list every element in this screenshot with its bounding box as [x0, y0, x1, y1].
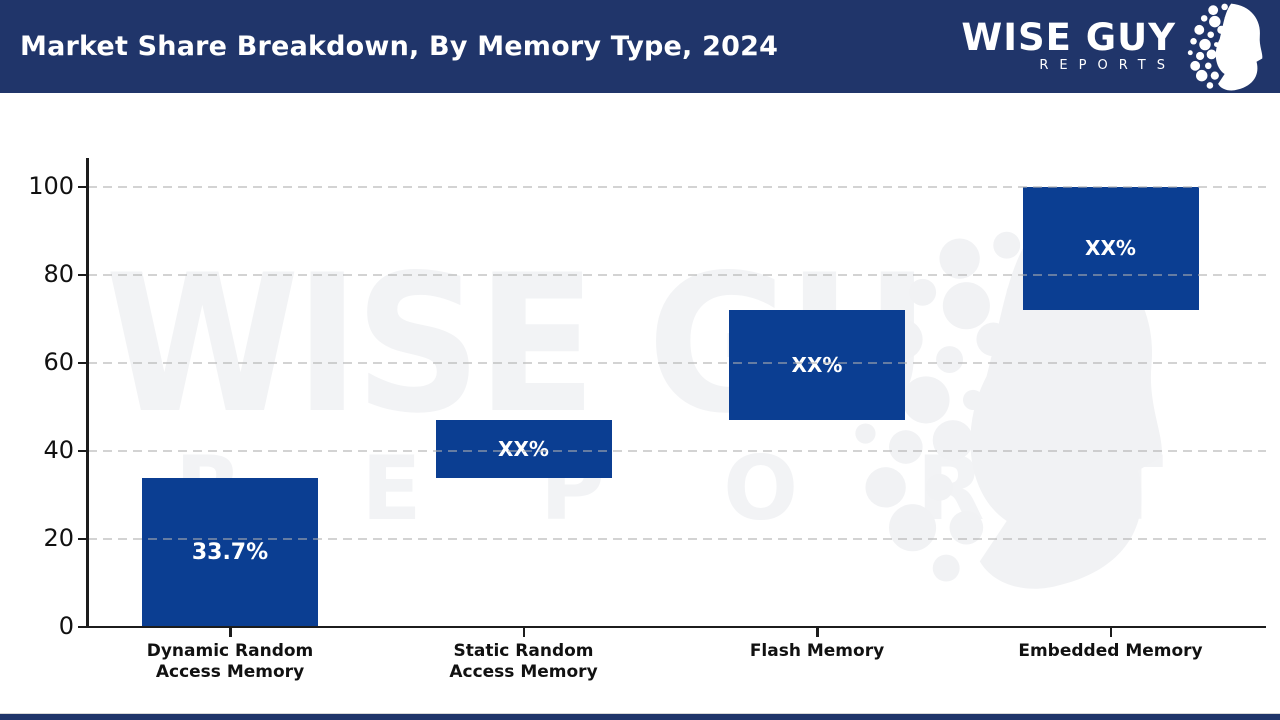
footer-bar — [0, 713, 1280, 720]
y-tick-label: 20 — [43, 523, 74, 552]
bar-flash-memory: XX% — [729, 309, 905, 420]
bar-embedded-memory: XX% — [1022, 186, 1199, 310]
y-axis — [86, 158, 89, 628]
y-tick-label: 60 — [43, 347, 74, 376]
brand-wiseguy-text: WISE GUY — [961, 16, 1176, 59]
x-tick-mark — [816, 628, 819, 637]
x-tick-mark — [1109, 628, 1112, 637]
bar-static-random-access-memory: XX% — [435, 419, 612, 479]
y-tick-mark — [78, 625, 87, 628]
gridline-80 — [88, 273, 1266, 276]
y-tick-mark — [78, 361, 87, 364]
header-banner: Market Share Breakdown, By Memory Type, … — [0, 0, 1280, 93]
gridline-20 — [88, 537, 1266, 540]
page-title: Market Share Breakdown, By Memory Type, … — [20, 31, 779, 62]
y-tick-label: 0 — [58, 611, 74, 640]
y-tick-label: 40 — [43, 435, 74, 464]
bar-value-label: 33.7% — [191, 539, 269, 565]
bar-value-label: XX% — [791, 352, 843, 377]
category-label: Static Random Access Memory — [449, 641, 598, 682]
brand-reports-text: REPORTS — [1039, 58, 1176, 73]
brand-text: WISE GUY REPORTS — [961, 16, 1176, 73]
x-axis — [85, 625, 1266, 628]
brand-logo: WISE GUY REPORTS — [961, 0, 1266, 93]
y-tick-label: 80 — [43, 259, 74, 288]
y-tick-mark — [78, 537, 87, 540]
bar-dynamic-random-access-memory: 33.7% — [142, 478, 318, 627]
category-label: Embedded Memory — [1018, 641, 1203, 661]
bar-value-label: XX% — [498, 436, 549, 461]
bar-value-label: XX% — [1085, 236, 1136, 261]
brand-face-dots-icon — [1187, 3, 1263, 90]
x-tick-mark — [522, 628, 525, 637]
x-tick-mark — [229, 628, 232, 637]
y-tick-mark — [78, 185, 87, 188]
category-label: Dynamic Random Access Memory — [146, 641, 314, 682]
gridline-40 — [88, 449, 1266, 452]
gridline-100 — [88, 185, 1266, 188]
y-tick-label: 100 — [28, 171, 74, 200]
y-tick-mark — [78, 449, 87, 452]
category-label: Flash Memory — [749, 641, 885, 661]
gridline-60 — [88, 361, 1266, 364]
y-tick-mark — [78, 273, 87, 276]
